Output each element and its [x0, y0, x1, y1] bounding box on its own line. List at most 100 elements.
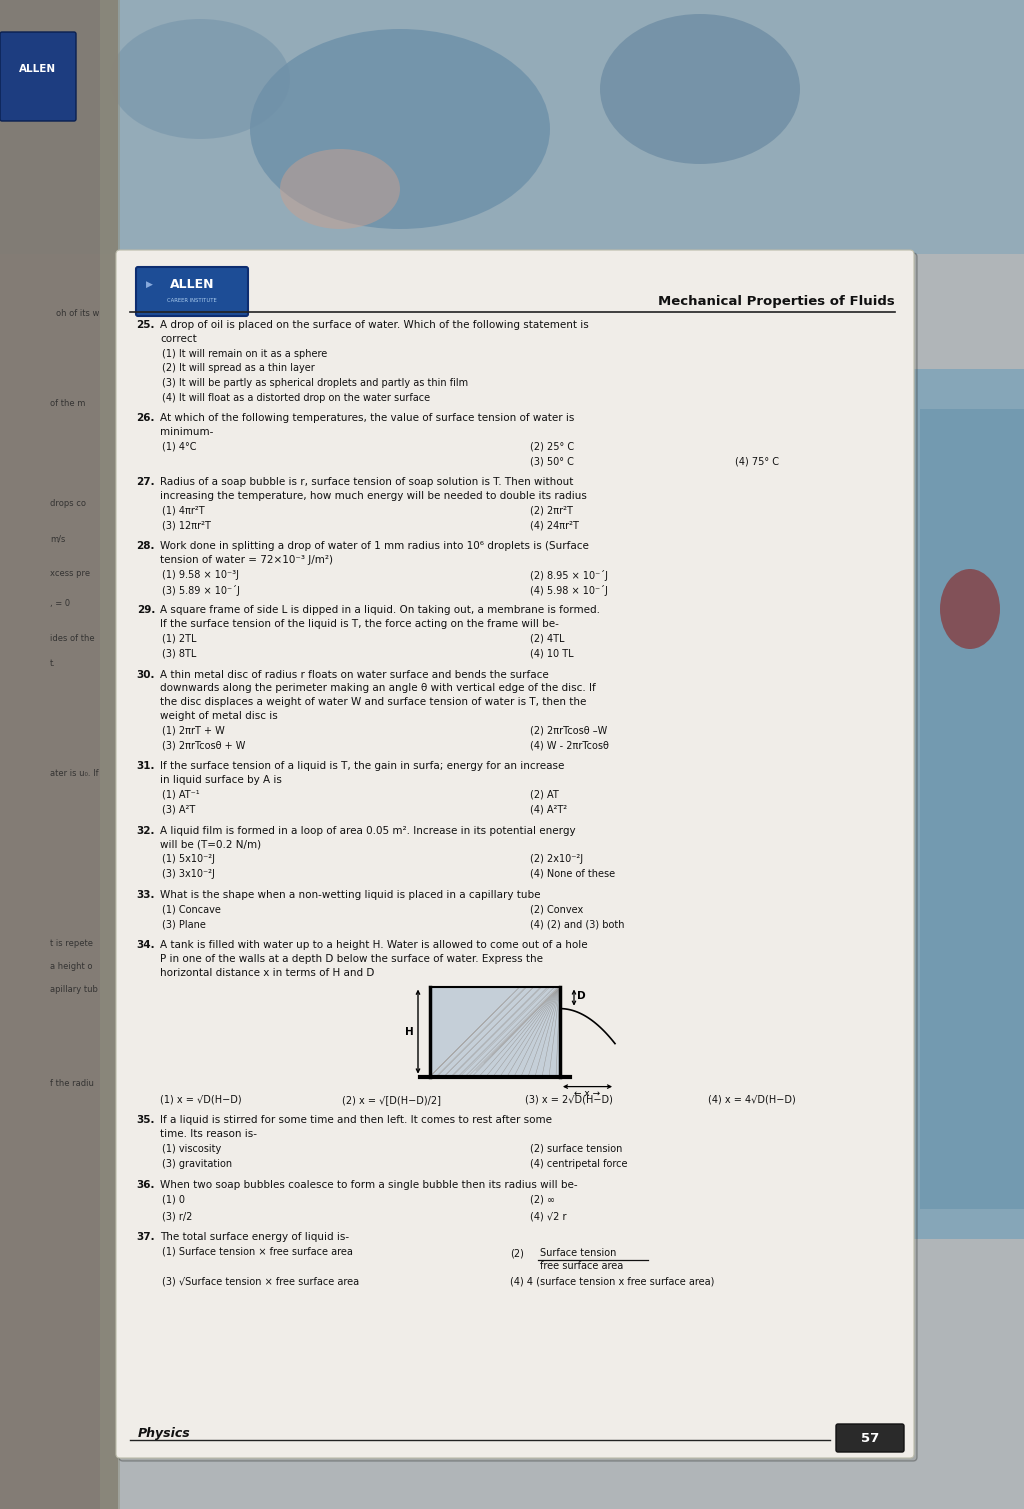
Text: (4) 75° C: (4) 75° C — [735, 456, 779, 466]
Text: (2) AT: (2) AT — [530, 791, 559, 800]
Text: Surface tension: Surface tension — [540, 1248, 616, 1259]
Text: ALLEN: ALLEN — [19, 63, 56, 74]
Text: downwards along the perimeter making an angle θ with vertical edge of the disc. : downwards along the perimeter making an … — [160, 684, 596, 694]
Text: (4) W - 2πrTcosθ: (4) W - 2πrTcosθ — [530, 741, 609, 750]
Text: t is repete: t is repete — [50, 939, 93, 948]
Text: tension of water = 72×10⁻³ J/m²): tension of water = 72×10⁻³ J/m²) — [160, 555, 333, 564]
Text: ides of the: ides of the — [50, 634, 94, 643]
Text: will be (T=0.2 N/m): will be (T=0.2 N/m) — [160, 839, 261, 850]
Text: (2) 25° C: (2) 25° C — [530, 442, 574, 451]
Bar — [0, 0, 118, 1509]
Text: (3) 2πrTcosθ + W: (3) 2πrTcosθ + W — [162, 741, 246, 750]
Text: (1) Surface tension × free surface area: (1) Surface tension × free surface area — [162, 1246, 353, 1257]
Text: of the m: of the m — [50, 398, 85, 407]
Ellipse shape — [110, 20, 290, 139]
Text: (1) 9.58 × 10⁻³J: (1) 9.58 × 10⁻³J — [162, 570, 239, 579]
Text: xcess pre: xcess pre — [50, 569, 90, 578]
Text: increasing the temperature, how much energy will be needed to double its radius: increasing the temperature, how much ene… — [160, 490, 587, 501]
Text: 29.: 29. — [136, 605, 155, 616]
Text: (2) 2πrTcosθ –W: (2) 2πrTcosθ –W — [530, 726, 607, 736]
Text: (3) √Surface tension × free surface area: (3) √Surface tension × free surface area — [162, 1277, 359, 1286]
Text: (1) viscosity: (1) viscosity — [162, 1144, 221, 1154]
Text: CAREER INSTITUTE: CAREER INSTITUTE — [167, 297, 217, 302]
Text: (3) Plane: (3) Plane — [162, 919, 206, 930]
Text: At which of the following temperatures, the value of surface tension of water is: At which of the following temperatures, … — [160, 413, 574, 423]
Bar — [430, 987, 560, 1076]
Text: 26.: 26. — [136, 413, 155, 423]
Text: A tank is filled with water up to a height H. Water is allowed to come out of a : A tank is filled with water up to a heig… — [160, 940, 588, 951]
FancyBboxPatch shape — [836, 1424, 904, 1452]
Text: (2) x = √[D(H−D)/2]: (2) x = √[D(H−D)/2] — [342, 1094, 441, 1105]
Text: (4) centripetal force: (4) centripetal force — [530, 1159, 628, 1169]
Text: (2) 2x10⁻²J: (2) 2x10⁻²J — [530, 854, 583, 865]
Text: P in one of the walls at a depth D below the surface of water. Express the: P in one of the walls at a depth D below… — [160, 954, 543, 964]
Text: (2) ∞: (2) ∞ — [530, 1195, 555, 1204]
Bar — [905, 370, 1024, 1239]
Text: 32.: 32. — [136, 825, 155, 836]
Text: A thin metal disc of radius r floats on water surface and bends the surface: A thin metal disc of radius r floats on … — [160, 670, 549, 679]
Text: (4) A²T²: (4) A²T² — [530, 804, 567, 815]
Text: (3) 12πr²T: (3) 12πr²T — [162, 521, 211, 530]
Ellipse shape — [250, 29, 550, 229]
Bar — [920, 409, 1024, 1209]
Text: 28.: 28. — [136, 542, 155, 551]
Text: (4) 10 TL: (4) 10 TL — [530, 649, 573, 659]
Text: 37.: 37. — [136, 1231, 155, 1242]
Ellipse shape — [280, 149, 400, 229]
Text: D: D — [577, 990, 586, 1000]
Text: horizontal distance x in terms of H and D: horizontal distance x in terms of H and … — [160, 967, 375, 978]
Text: 57: 57 — [861, 1432, 880, 1444]
Text: (2) It will spread as a thin layer: (2) It will spread as a thin layer — [162, 364, 314, 373]
FancyBboxPatch shape — [136, 267, 248, 315]
Text: 31.: 31. — [136, 762, 155, 771]
Text: 27.: 27. — [136, 477, 155, 487]
FancyBboxPatch shape — [119, 254, 918, 1461]
Text: (3) x = 2√D(H−D): (3) x = 2√D(H−D) — [525, 1094, 613, 1105]
Text: (3) 8TL: (3) 8TL — [162, 649, 197, 659]
Text: ▶: ▶ — [146, 279, 153, 288]
Text: (3) gravitation: (3) gravitation — [162, 1159, 232, 1169]
Text: ← x →: ← x → — [573, 1088, 600, 1097]
Text: If the surface tension of the liquid is T, the force acting on the frame will be: If the surface tension of the liquid is … — [160, 619, 559, 629]
Text: correct: correct — [160, 333, 197, 344]
Text: (2) Convex: (2) Convex — [530, 904, 584, 914]
Text: 25.: 25. — [136, 320, 155, 330]
Text: (4) √2 r: (4) √2 r — [530, 1212, 566, 1221]
Text: (1) 2TL: (1) 2TL — [162, 634, 197, 644]
Text: (2) 4TL: (2) 4TL — [530, 634, 564, 644]
Text: (4) 24πr²T: (4) 24πr²T — [530, 521, 579, 530]
Text: Work done in splitting a drop of water of 1 mm radius into 10⁶ droplets is (Surf: Work done in splitting a drop of water o… — [160, 542, 589, 551]
Text: Physics: Physics — [138, 1428, 190, 1440]
Text: 30.: 30. — [136, 670, 155, 679]
Text: (1) 4πr²T: (1) 4πr²T — [162, 506, 205, 516]
Text: a height o: a height o — [50, 963, 92, 970]
Text: f the radiu: f the radiu — [50, 1079, 94, 1088]
Text: (3) 5.89 × 10⁻´J: (3) 5.89 × 10⁻´J — [162, 584, 240, 596]
Text: (1) x = √D(H−D): (1) x = √D(H−D) — [160, 1094, 242, 1105]
Text: 34.: 34. — [136, 940, 155, 951]
Text: Radius of a soap bubble is r, surface tension of soap solution is T. Then withou: Radius of a soap bubble is r, surface te… — [160, 477, 573, 487]
Text: m/s: m/s — [50, 534, 66, 543]
Text: (1) 0: (1) 0 — [162, 1195, 185, 1204]
Text: If a liquid is stirred for some time and then left. It comes to rest after some: If a liquid is stirred for some time and… — [160, 1115, 552, 1126]
Text: time. Its reason is-: time. Its reason is- — [160, 1129, 257, 1139]
Text: (4) None of these: (4) None of these — [530, 869, 615, 880]
Text: (2) 2πr²T: (2) 2πr²T — [530, 506, 572, 516]
Text: The total surface energy of liquid is-: The total surface energy of liquid is- — [160, 1231, 349, 1242]
Text: minimum-: minimum- — [160, 427, 213, 436]
FancyBboxPatch shape — [116, 250, 914, 1458]
Text: (1) 2πrT + W: (1) 2πrT + W — [162, 726, 224, 736]
Text: (1) 5x10⁻²J: (1) 5x10⁻²J — [162, 854, 215, 865]
Text: (1) It will remain on it as a sphere: (1) It will remain on it as a sphere — [162, 349, 328, 359]
Text: , = 0: , = 0 — [50, 599, 70, 608]
Text: apillary tub: apillary tub — [50, 985, 98, 994]
Text: (4) 5.98 × 10⁻´J: (4) 5.98 × 10⁻´J — [530, 584, 608, 596]
Text: (1) AT⁻¹: (1) AT⁻¹ — [162, 791, 200, 800]
Text: free surface area: free surface area — [540, 1260, 624, 1271]
Text: A square frame of side L is dipped in a liquid. On taking out, a membrane is for: A square frame of side L is dipped in a … — [160, 605, 600, 616]
Text: 33.: 33. — [136, 890, 155, 899]
Ellipse shape — [600, 14, 800, 164]
Text: (4) (2) and (3) both: (4) (2) and (3) both — [530, 919, 625, 930]
Text: the disc displaces a weight of water W and surface tension of water is T, then t: the disc displaces a weight of water W a… — [160, 697, 587, 708]
Text: oh of its w: oh of its w — [56, 309, 99, 318]
